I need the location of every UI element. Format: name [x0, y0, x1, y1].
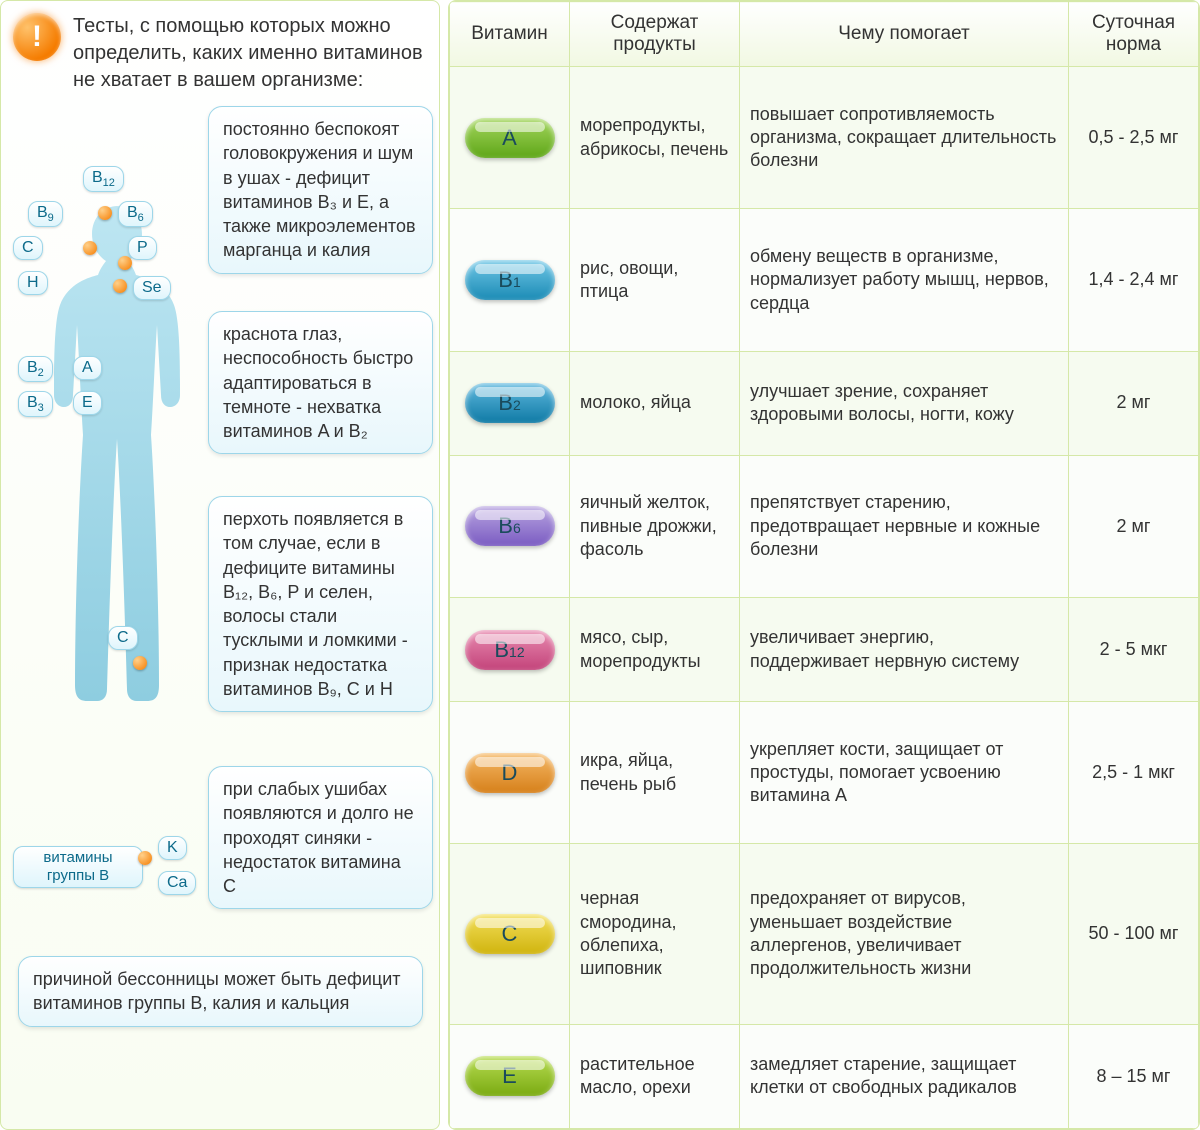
cell-dose: 2,5 - 1 мкг [1069, 702, 1199, 844]
cell-vitamin: C [450, 844, 570, 1024]
table-row: B6 яичный желток, пивные дрожжи, фасольпр… [450, 455, 1199, 597]
cell-helps: укрепляет кости, защищает от простуды, п… [740, 702, 1069, 844]
vitamin-pill-icon: B6 [465, 506, 555, 546]
vitamin-badge: Se [133, 276, 171, 300]
marker-dot [138, 851, 152, 865]
vitamin-badge: H [18, 271, 48, 295]
cell-vitamin: B6 [450, 455, 570, 597]
table-row: Aморепродукты, абрикосы, печеньповышает … [450, 67, 1199, 209]
vitamin-badge: витамины группы B [13, 846, 143, 888]
vitamin-pill-icon: B12 [465, 630, 555, 670]
table-row: Eрастительное масло, орехизамедляет стар… [450, 1024, 1199, 1128]
cell-helps: обмену веществ в организме, нормализует … [740, 209, 1069, 351]
vitamin-pill-icon: A [465, 118, 555, 158]
vitamin-badge: B3 [18, 391, 53, 417]
marker-dot [83, 241, 97, 255]
marker-dot [118, 256, 132, 270]
cell-dose: 2 мг [1069, 455, 1199, 597]
cell-dose: 8 – 15 мг [1069, 1024, 1199, 1128]
column-header: Содержат продукты [570, 2, 740, 67]
symptom-bubble: при слабых ушибах появляются и долго не … [208, 766, 433, 909]
cell-vitamin: D [450, 702, 570, 844]
cell-vitamin: B12 [450, 597, 570, 701]
cell-products: яичный желток, пивные дрожжи, фасоль [570, 455, 740, 597]
left-panel: ! Тесты, с помощью которых можно определ… [0, 0, 440, 1130]
vitamin-badge: K [158, 836, 187, 860]
left-content: B12 B9 B6 C P H Se B2 A B3 E Cвитамины группы B K Ca п… [13, 106, 427, 1066]
vitamin-badge: B12 [83, 166, 124, 192]
cell-vitamin: A [450, 67, 570, 209]
table-row: Cчерная смородина, облепиха, шиповникпре… [450, 844, 1199, 1024]
symptom-bubble: причиной бессонницы может быть дефицит в… [18, 956, 423, 1027]
cell-products: молоко, яйца [570, 351, 740, 455]
vitamin-badge: P [128, 236, 157, 260]
marker-dot [133, 656, 147, 670]
cell-dose: 0,5 - 2,5 мг [1069, 67, 1199, 209]
table-row: Dикра, яйца, печень рыбукрепляет кости, … [450, 702, 1199, 844]
cell-helps: повышает сопротивляемость организма, сок… [740, 67, 1069, 209]
cell-helps: предохраняет от вирусов, уменьшает возде… [740, 844, 1069, 1024]
cell-products: мясо, сыр, морепродукты [570, 597, 740, 701]
cell-helps: замедляет старение, защищает клетки от с… [740, 1024, 1069, 1128]
column-header: Чему помогает [740, 2, 1069, 67]
vitamin-badge: C [13, 236, 43, 260]
symptom-bubble: перхоть появляется в том случае, если в … [208, 496, 433, 712]
table-row: B1 рис, овощи, птицаобмену веществ в орга… [450, 209, 1199, 351]
marker-dot [98, 206, 112, 220]
cell-helps: препятствует старению, предотвращает нер… [740, 455, 1069, 597]
marker-dot [113, 279, 127, 293]
cell-products: икра, яйца, печень рыб [570, 702, 740, 844]
alert-icon: ! [13, 13, 61, 61]
cell-dose: 1,4 - 2,4 мг [1069, 209, 1199, 351]
vitamin-badge: C [108, 626, 138, 650]
column-header: Витамин [450, 2, 570, 67]
cell-dose: 2 - 5 мкг [1069, 597, 1199, 701]
cell-dose: 2 мг [1069, 351, 1199, 455]
symptom-bubble: постоянно беспокоят головокружения и шум… [208, 106, 433, 274]
cell-dose: 50 - 100 мг [1069, 844, 1199, 1024]
cell-products: морепродукты, абрикосы, печень [570, 67, 740, 209]
intro-row: ! Тесты, с помощью которых можно определ… [13, 13, 427, 94]
table-row: B12 мясо, сыр, морепродуктыувеличивает эн… [450, 597, 1199, 701]
vitamins-table: ВитаминСодержат продуктыЧему помогаетСут… [449, 1, 1199, 1129]
column-header: Суточная норма [1069, 2, 1199, 67]
vitamin-pill-icon: C [465, 914, 555, 954]
vitamin-pill-icon: B1 [465, 260, 555, 300]
cell-vitamin: B2 [450, 351, 570, 455]
vitamin-pill-icon: D [465, 753, 555, 793]
vitamin-badge: B9 [28, 201, 63, 227]
cell-vitamin: B1 [450, 209, 570, 351]
cell-helps: увеличивает энергию, поддерживает нервну… [740, 597, 1069, 701]
vitamin-badge: Ca [158, 871, 196, 895]
cell-products: рис, овощи, птица [570, 209, 740, 351]
vitamin-pill-icon: E [465, 1056, 555, 1096]
vitamin-badge: A [73, 356, 102, 380]
vitamin-badge: B6 [118, 201, 153, 227]
cell-helps: улучшает зрение, сохраняет здоровыми вол… [740, 351, 1069, 455]
cell-products: черная смородина, облепиха, шиповник [570, 844, 740, 1024]
cell-vitamin: E [450, 1024, 570, 1128]
vitamin-pill-icon: B2 [465, 383, 555, 423]
intro-text: Тесты, с помощью которых можно определит… [73, 13, 427, 94]
vitamin-badge: B2 [18, 356, 53, 382]
table-row: B2 молоко, яйцаулучшает зрение, сохраняет… [450, 351, 1199, 455]
right-panel: ВитаминСодержат продуктыЧему помогаетСут… [448, 0, 1200, 1130]
symptom-bubble: краснота глаз, неспособность быстро адап… [208, 311, 433, 454]
vitamin-badge: E [73, 391, 102, 415]
cell-products: растительное масло, орехи [570, 1024, 740, 1128]
